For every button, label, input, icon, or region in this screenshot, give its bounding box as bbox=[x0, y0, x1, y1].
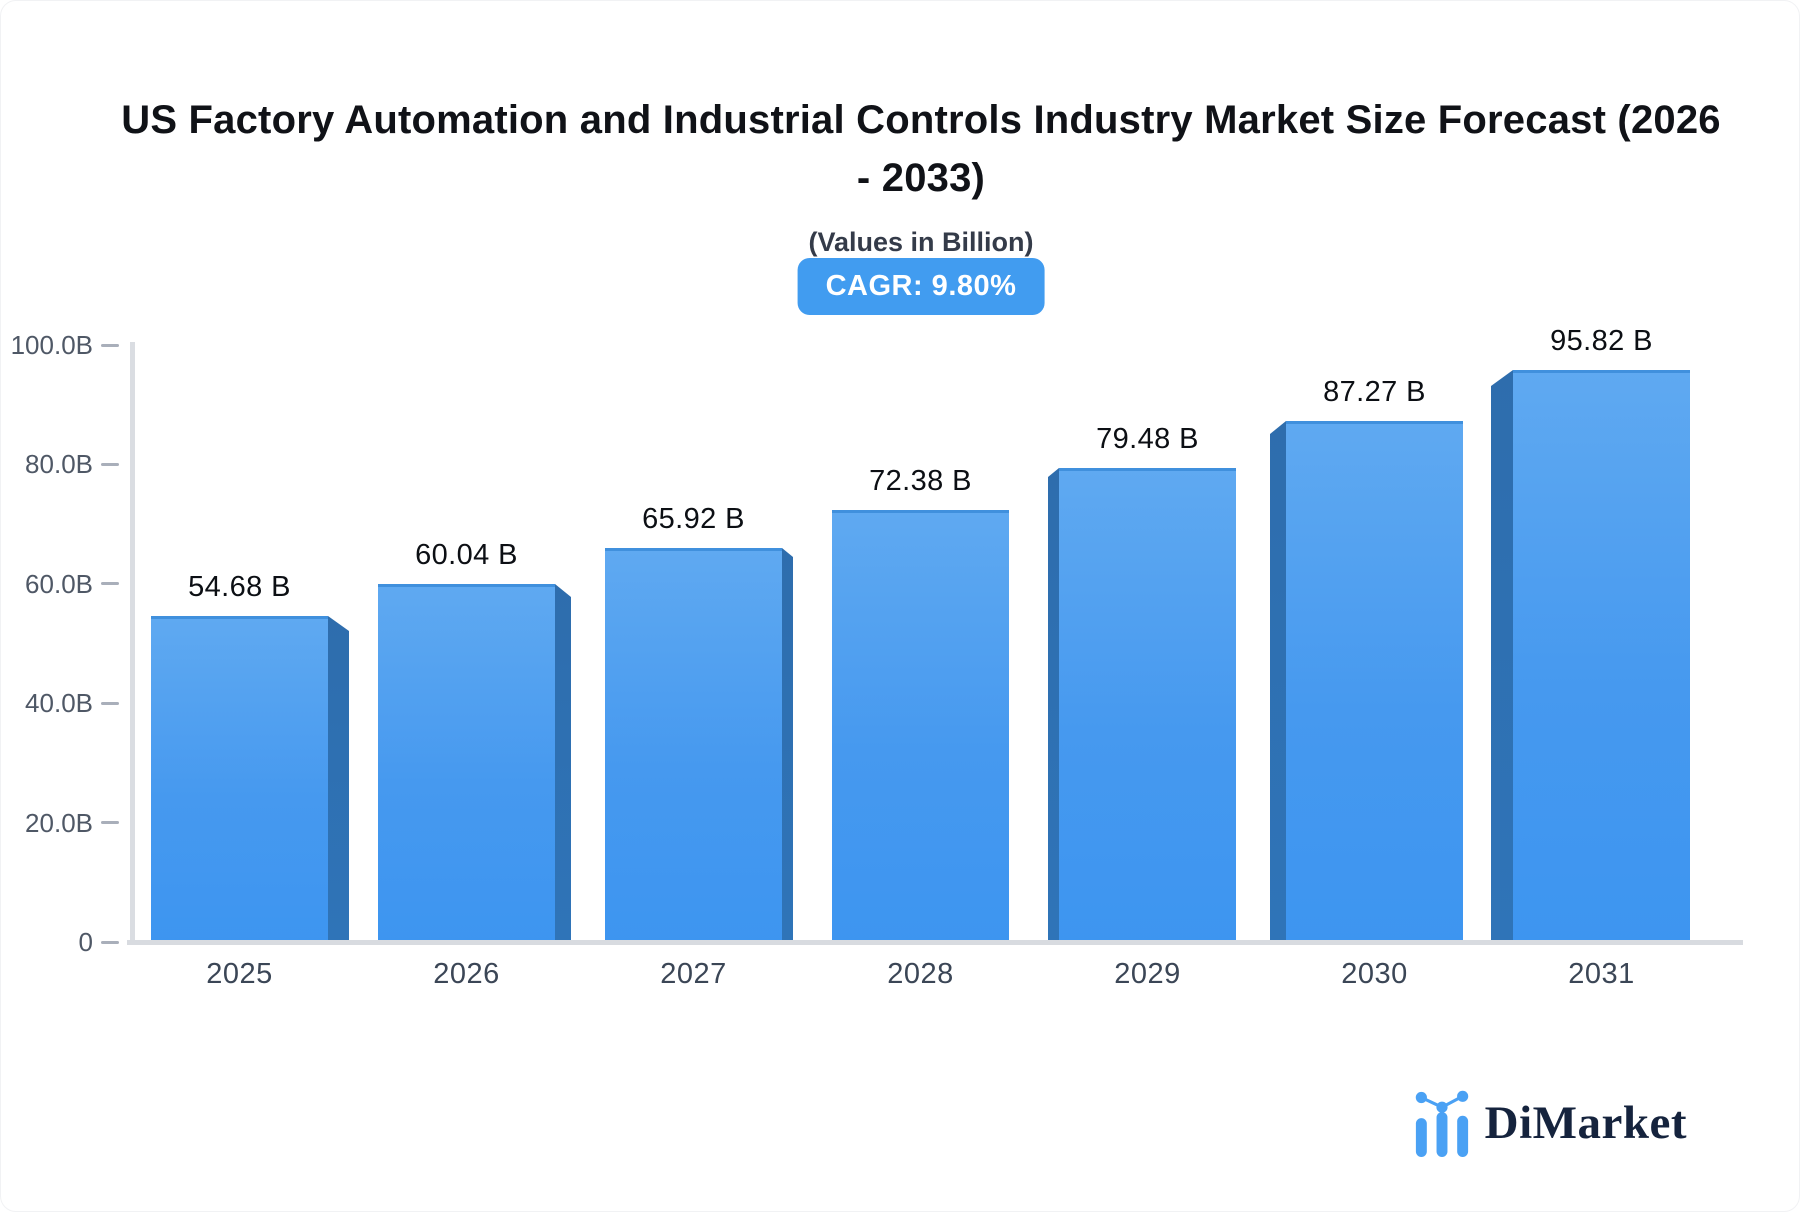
bar-value-label-2031: 95.82 B bbox=[1550, 325, 1653, 357]
x-axis-label-2026: 2026 bbox=[433, 958, 500, 990]
bar-2028[interactable] bbox=[832, 510, 1009, 944]
bar-side-face-2029 bbox=[1048, 468, 1059, 944]
x-axis-label-2027: 2027 bbox=[660, 958, 727, 990]
y-axis-label: 0 bbox=[78, 927, 93, 957]
y-axis-label: 80.0B bbox=[25, 449, 93, 480]
y-axis-line bbox=[130, 342, 135, 945]
y-axis-tick bbox=[101, 821, 119, 825]
y-axis-tick bbox=[101, 462, 119, 466]
chart-title-line1: US Factory Automation and Industrial Con… bbox=[121, 98, 1721, 142]
bar-value-label-2026: 60.04 B bbox=[415, 539, 518, 571]
y-axis-tick bbox=[101, 940, 119, 944]
bar-side-face-2027 bbox=[782, 548, 793, 944]
bar-2029[interactable] bbox=[1059, 468, 1236, 944]
bar-value-label-2030: 87.27 B bbox=[1323, 376, 1426, 408]
bar-2030[interactable] bbox=[1286, 421, 1463, 944]
y-axis-label: 100.0B bbox=[10, 330, 93, 360]
x-axis-label-2031: 2031 bbox=[1568, 958, 1635, 990]
y-axis-tick bbox=[101, 701, 119, 705]
bar-side-face-2026 bbox=[555, 584, 571, 944]
x-axis-label-2025: 2025 bbox=[206, 958, 273, 990]
y-axis-tick bbox=[101, 343, 119, 347]
bar-value-label-2028: 72.38 B bbox=[869, 465, 972, 497]
brand-logo: DiMarket bbox=[1413, 1087, 1687, 1159]
x-axis-baseline bbox=[127, 940, 1743, 945]
y-axis-label: 40.0B bbox=[25, 688, 93, 719]
dimarket-logo-icon bbox=[1415, 1090, 1468, 1157]
bar-value-label-2027: 65.92 B bbox=[642, 503, 745, 535]
x-axis-label-2030: 2030 bbox=[1341, 958, 1408, 990]
bar-2025[interactable] bbox=[151, 616, 328, 944]
bar-side-face-2031 bbox=[1491, 370, 1513, 944]
y-axis-label: 20.0B bbox=[25, 807, 93, 838]
cagr-badge: CAGR: 9.80% bbox=[797, 258, 1045, 315]
bar-side-face-2030 bbox=[1270, 421, 1286, 944]
bar-value-label-2029: 79.48 B bbox=[1096, 423, 1199, 455]
chart-title-line2: - 2033) bbox=[856, 156, 986, 200]
y-axis-label: 60.0B bbox=[25, 568, 93, 599]
bar-2027[interactable] bbox=[605, 548, 782, 944]
brand-name: DiMarket bbox=[1484, 1097, 1687, 1149]
x-axis-label-2029: 2029 bbox=[1114, 958, 1181, 990]
y-axis-tick bbox=[101, 582, 119, 586]
bar-value-label-2025: 54.68 B bbox=[188, 571, 291, 603]
bar-side-face-2025 bbox=[328, 616, 349, 944]
bar-2031[interactable] bbox=[1513, 370, 1690, 944]
chart-subtitle: (Values in Billion) bbox=[808, 227, 1034, 257]
bar-2026[interactable] bbox=[378, 584, 555, 944]
x-axis-label-2028: 2028 bbox=[887, 958, 954, 990]
chart-title: US Factory Automation and Industrial Con… bbox=[96, 91, 1746, 207]
